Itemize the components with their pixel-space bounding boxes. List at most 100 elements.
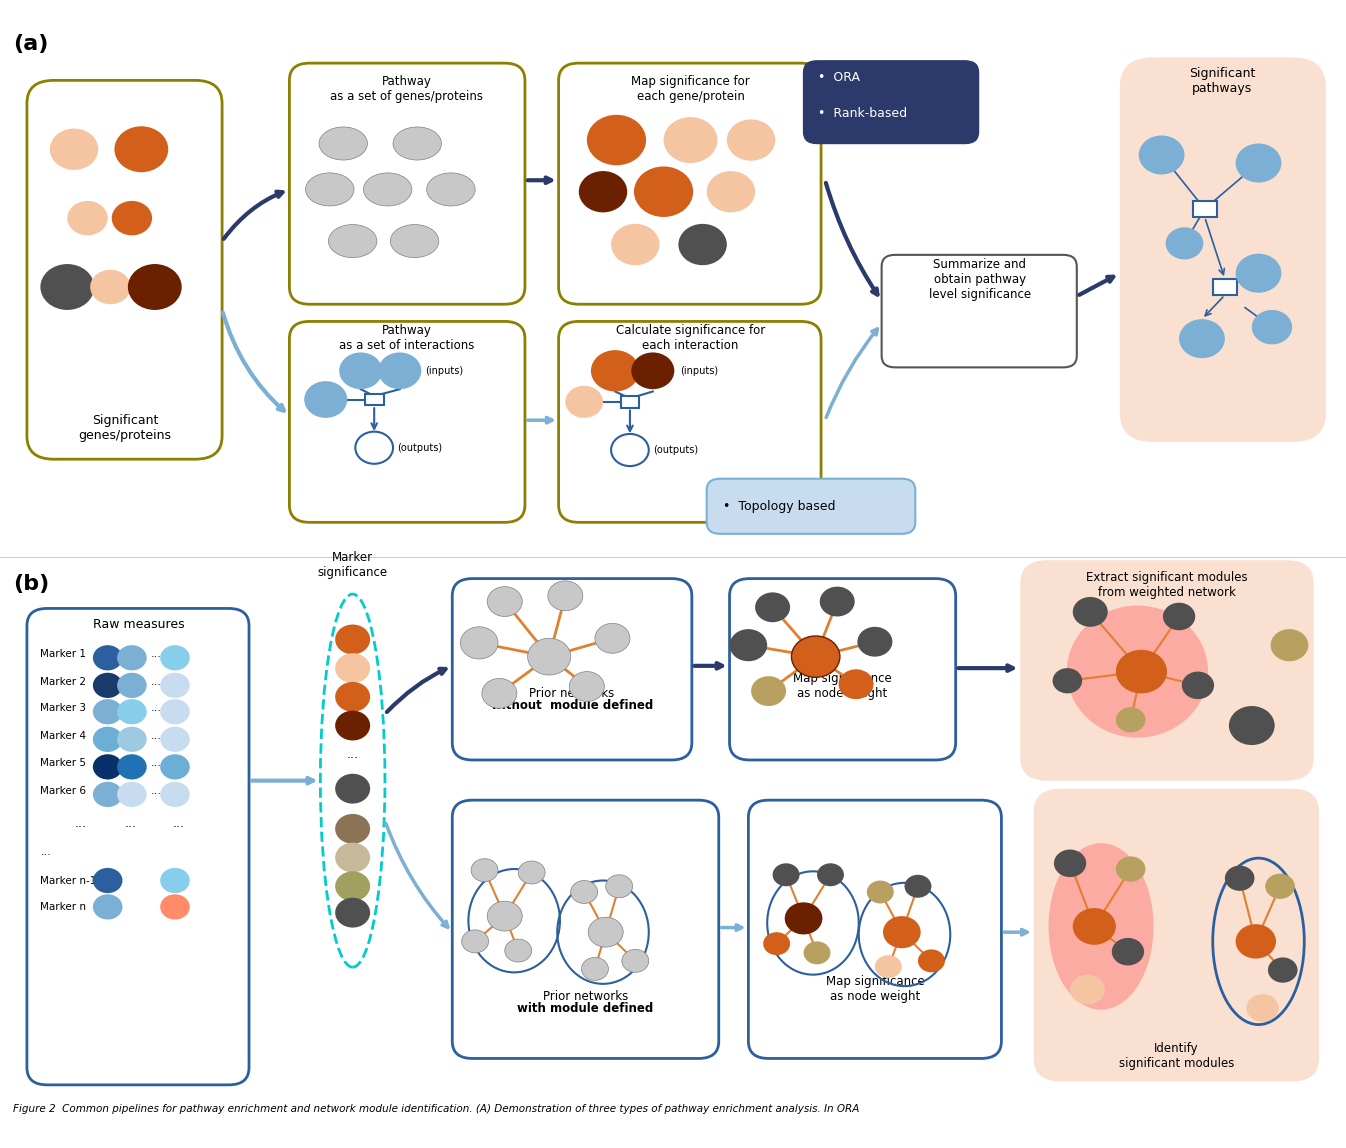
Text: ...: ...	[151, 677, 162, 687]
Circle shape	[335, 653, 370, 683]
Circle shape	[378, 352, 421, 389]
Circle shape	[482, 678, 517, 708]
FancyBboxPatch shape	[365, 394, 384, 405]
Circle shape	[112, 201, 152, 235]
Circle shape	[839, 669, 874, 699]
FancyBboxPatch shape	[559, 63, 821, 304]
Circle shape	[1236, 924, 1276, 959]
Circle shape	[588, 917, 623, 947]
Circle shape	[471, 859, 498, 882]
Circle shape	[518, 861, 545, 884]
Circle shape	[335, 843, 370, 872]
Text: ...: ...	[40, 847, 51, 856]
Circle shape	[569, 672, 604, 701]
Circle shape	[460, 627, 498, 659]
Ellipse shape	[427, 173, 475, 205]
Circle shape	[462, 930, 489, 953]
Ellipse shape	[319, 127, 367, 160]
Circle shape	[727, 119, 775, 161]
Circle shape	[587, 115, 646, 165]
Text: Marker 6: Marker 6	[40, 786, 86, 796]
Circle shape	[1265, 874, 1295, 899]
Circle shape	[1116, 707, 1145, 732]
Text: Map significance for
each gene/protein: Map significance for each gene/protein	[631, 75, 750, 102]
Text: Significant
genes/proteins: Significant genes/proteins	[78, 414, 172, 442]
Circle shape	[1053, 668, 1082, 693]
Circle shape	[335, 871, 370, 901]
Circle shape	[1229, 706, 1275, 745]
Circle shape	[160, 894, 190, 920]
Circle shape	[93, 727, 122, 752]
Circle shape	[1054, 850, 1086, 877]
Circle shape	[117, 754, 147, 779]
Text: •  Topology based: • Topology based	[723, 499, 836, 513]
Circle shape	[1070, 975, 1105, 1004]
Circle shape	[487, 901, 522, 931]
FancyBboxPatch shape	[289, 321, 525, 522]
Text: with module defined: with module defined	[517, 1002, 654, 1015]
Circle shape	[751, 676, 786, 706]
Circle shape	[1116, 856, 1145, 882]
Circle shape	[40, 264, 94, 310]
Circle shape	[606, 875, 633, 898]
Circle shape	[611, 224, 660, 265]
Circle shape	[335, 898, 370, 928]
Circle shape	[160, 727, 190, 752]
Circle shape	[160, 868, 190, 893]
Text: Marker 4: Marker 4	[40, 731, 86, 740]
Circle shape	[117, 673, 147, 698]
Ellipse shape	[306, 173, 354, 205]
Circle shape	[50, 129, 98, 170]
Text: Map significance
as node weight: Map significance as node weight	[825, 976, 925, 1003]
Text: •  ORA: • ORA	[818, 71, 860, 84]
Circle shape	[93, 754, 122, 779]
Circle shape	[1163, 603, 1195, 630]
Text: •  Rank-based: • Rank-based	[818, 107, 907, 119]
Circle shape	[505, 939, 532, 962]
Text: Extract significant modules
from weighted network: Extract significant modules from weighte…	[1086, 571, 1248, 598]
Circle shape	[114, 126, 168, 172]
Text: (outputs): (outputs)	[397, 443, 443, 452]
Circle shape	[631, 352, 674, 389]
Text: without  module defined: without module defined	[491, 699, 653, 712]
Text: Marker
significance: Marker significance	[318, 551, 388, 579]
Circle shape	[335, 625, 370, 654]
Circle shape	[565, 386, 603, 418]
Circle shape	[804, 941, 830, 964]
Circle shape	[304, 381, 347, 418]
FancyBboxPatch shape	[27, 80, 222, 459]
Text: ...: ...	[151, 731, 162, 740]
Text: Significant
pathways: Significant pathways	[1189, 67, 1256, 94]
Circle shape	[1246, 994, 1279, 1022]
FancyBboxPatch shape	[1213, 279, 1237, 295]
Circle shape	[579, 171, 627, 212]
Circle shape	[1236, 254, 1281, 293]
Circle shape	[634, 166, 693, 217]
Text: (inputs): (inputs)	[425, 366, 463, 375]
Circle shape	[867, 881, 894, 903]
Circle shape	[528, 638, 571, 675]
FancyBboxPatch shape	[804, 61, 979, 144]
Text: ...: ...	[125, 816, 136, 830]
Text: ...: ...	[151, 786, 162, 796]
Text: Calculate significance for
each interaction: Calculate significance for each interact…	[616, 324, 765, 351]
Circle shape	[820, 587, 855, 616]
Circle shape	[1252, 310, 1292, 344]
FancyBboxPatch shape	[1193, 201, 1217, 217]
FancyBboxPatch shape	[452, 579, 692, 760]
FancyBboxPatch shape	[1120, 57, 1326, 442]
Text: (a): (a)	[13, 34, 48, 54]
Circle shape	[160, 645, 190, 670]
Ellipse shape	[363, 173, 412, 205]
FancyBboxPatch shape	[1034, 789, 1319, 1081]
Text: Marker 5: Marker 5	[40, 759, 86, 768]
Circle shape	[1112, 938, 1144, 965]
FancyBboxPatch shape	[452, 800, 719, 1058]
Circle shape	[1179, 319, 1225, 358]
Ellipse shape	[1049, 843, 1154, 1010]
FancyBboxPatch shape	[730, 579, 956, 760]
Text: ...: ...	[151, 759, 162, 768]
Circle shape	[1073, 597, 1108, 627]
Circle shape	[93, 673, 122, 698]
Circle shape	[93, 782, 122, 807]
